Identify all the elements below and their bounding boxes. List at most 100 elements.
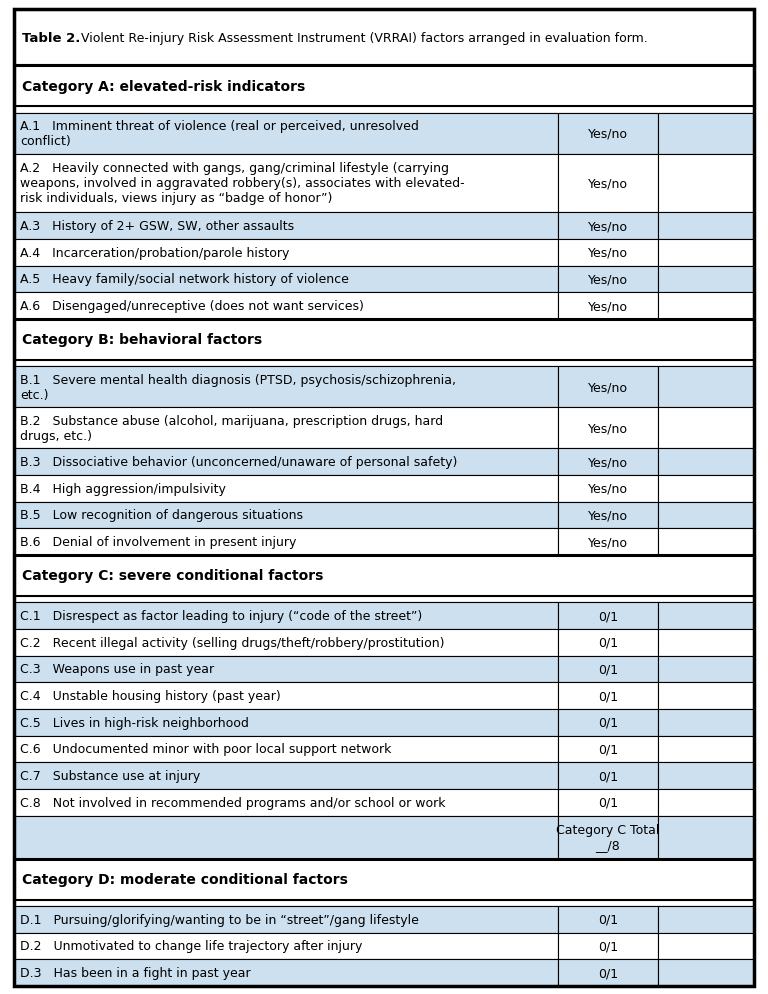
Bar xyxy=(658,709,754,736)
Text: 0/1: 0/1 xyxy=(598,690,618,703)
Text: A.4   Incarceration/probation/parole history: A.4 Incarceration/probation/parole histo… xyxy=(20,247,290,259)
Bar xyxy=(558,529,658,556)
Bar xyxy=(558,502,658,529)
Text: Category D: moderate conditional factors: Category D: moderate conditional factors xyxy=(22,873,348,887)
Bar xyxy=(558,816,658,859)
Text: C.7   Substance use at injury: C.7 Substance use at injury xyxy=(20,769,200,782)
Bar xyxy=(14,320,754,361)
Bar xyxy=(558,959,658,986)
Bar xyxy=(14,408,558,448)
Text: Yes/no: Yes/no xyxy=(588,177,628,190)
Bar xyxy=(558,448,658,475)
Text: Yes/no: Yes/no xyxy=(588,536,628,549)
Bar xyxy=(14,959,558,986)
Text: Yes/no: Yes/no xyxy=(588,220,628,233)
Text: Category C Total
__/8: Category C Total __/8 xyxy=(556,823,660,851)
Text: C.8   Not involved in recommended programs and/or school or work: C.8 Not involved in recommended programs… xyxy=(20,796,445,809)
Text: 0/1: 0/1 xyxy=(598,939,618,952)
Text: 0/1: 0/1 xyxy=(598,716,618,729)
Bar xyxy=(658,656,754,683)
Bar xyxy=(14,907,558,932)
Bar xyxy=(558,683,658,709)
Bar xyxy=(658,529,754,556)
Text: 0/1: 0/1 xyxy=(598,743,618,755)
Bar xyxy=(558,932,658,959)
Bar xyxy=(14,709,558,736)
Bar xyxy=(14,602,558,629)
Bar xyxy=(14,213,558,240)
Bar xyxy=(658,408,754,448)
Bar xyxy=(558,907,658,932)
Text: Yes/no: Yes/no xyxy=(588,247,628,259)
Text: 0/1: 0/1 xyxy=(598,663,618,676)
Bar xyxy=(658,293,754,320)
Bar xyxy=(558,602,658,629)
Text: D.2   Unmotivated to change life trajectory after injury: D.2 Unmotivated to change life trajector… xyxy=(20,939,362,952)
Text: B.6   Denial of involvement in present injury: B.6 Denial of involvement in present inj… xyxy=(20,536,296,549)
Bar xyxy=(658,154,754,213)
Bar xyxy=(558,240,658,266)
Bar xyxy=(658,816,754,859)
Bar xyxy=(658,448,754,475)
Bar xyxy=(14,154,558,213)
Bar xyxy=(558,367,658,408)
Bar xyxy=(558,709,658,736)
Bar xyxy=(558,629,658,656)
Bar xyxy=(558,266,658,293)
Bar xyxy=(14,736,558,762)
Text: B.4   High aggression/impulsivity: B.4 High aggression/impulsivity xyxy=(20,482,226,495)
Bar xyxy=(658,113,754,154)
Bar xyxy=(558,789,658,816)
Text: B.5   Low recognition of dangerous situations: B.5 Low recognition of dangerous situati… xyxy=(20,509,303,522)
Bar xyxy=(658,266,754,293)
Bar xyxy=(658,213,754,240)
Bar xyxy=(14,816,558,859)
Bar xyxy=(658,762,754,789)
Bar xyxy=(14,10,754,67)
Text: Yes/no: Yes/no xyxy=(588,482,628,495)
Bar xyxy=(14,361,754,367)
Bar xyxy=(14,67,754,107)
Bar xyxy=(558,154,658,213)
Text: C.4   Unstable housing history (past year): C.4 Unstable housing history (past year) xyxy=(20,690,281,703)
Text: Category C: severe conditional factors: Category C: severe conditional factors xyxy=(22,569,323,582)
Bar xyxy=(558,293,658,320)
Text: Yes/no: Yes/no xyxy=(588,127,628,140)
Bar xyxy=(558,736,658,762)
Text: Violent Re-injury Risk Assessment Instrument (VRRAI) factors arranged in evaluat: Violent Re-injury Risk Assessment Instru… xyxy=(77,32,647,45)
Bar xyxy=(14,475,558,502)
Bar xyxy=(658,602,754,629)
Bar xyxy=(14,113,558,154)
Text: A.2   Heavily connected with gangs, gang/criminal lifestyle (carrying
weapons, i: A.2 Heavily connected with gangs, gang/c… xyxy=(20,162,465,205)
Text: 0/1: 0/1 xyxy=(598,609,618,622)
Bar xyxy=(14,240,558,266)
Text: A.3   History of 2+ GSW, SW, other assaults: A.3 History of 2+ GSW, SW, other assault… xyxy=(20,220,294,233)
Bar xyxy=(658,959,754,986)
Text: Yes/no: Yes/no xyxy=(588,421,628,434)
Text: B.3   Dissociative behavior (unconcerned/unaware of personal safety): B.3 Dissociative behavior (unconcerned/u… xyxy=(20,455,458,468)
Bar xyxy=(14,529,558,556)
Text: C.2   Recent illegal activity (selling drugs/theft/robbery/prostitution): C.2 Recent illegal activity (selling dru… xyxy=(20,636,445,649)
Bar xyxy=(658,502,754,529)
Bar xyxy=(14,556,754,596)
Bar xyxy=(14,596,754,602)
Text: A.6   Disengaged/unreceptive (does not want services): A.6 Disengaged/unreceptive (does not wan… xyxy=(20,300,364,313)
Text: C.6   Undocumented minor with poor local support network: C.6 Undocumented minor with poor local s… xyxy=(20,743,392,755)
Bar xyxy=(658,683,754,709)
Bar xyxy=(558,475,658,502)
Bar xyxy=(658,907,754,932)
Bar xyxy=(658,475,754,502)
Bar xyxy=(14,762,558,789)
Text: 0/1: 0/1 xyxy=(598,769,618,782)
Text: C.5   Lives in high-risk neighborhood: C.5 Lives in high-risk neighborhood xyxy=(20,716,249,729)
Text: Yes/no: Yes/no xyxy=(588,300,628,313)
Bar xyxy=(558,762,658,789)
Text: 0/1: 0/1 xyxy=(598,796,618,809)
Bar xyxy=(14,107,754,113)
Bar xyxy=(14,789,558,816)
Bar xyxy=(14,932,558,959)
Bar xyxy=(14,629,558,656)
Bar xyxy=(558,213,658,240)
Bar xyxy=(658,932,754,959)
Text: 0/1: 0/1 xyxy=(598,966,618,979)
